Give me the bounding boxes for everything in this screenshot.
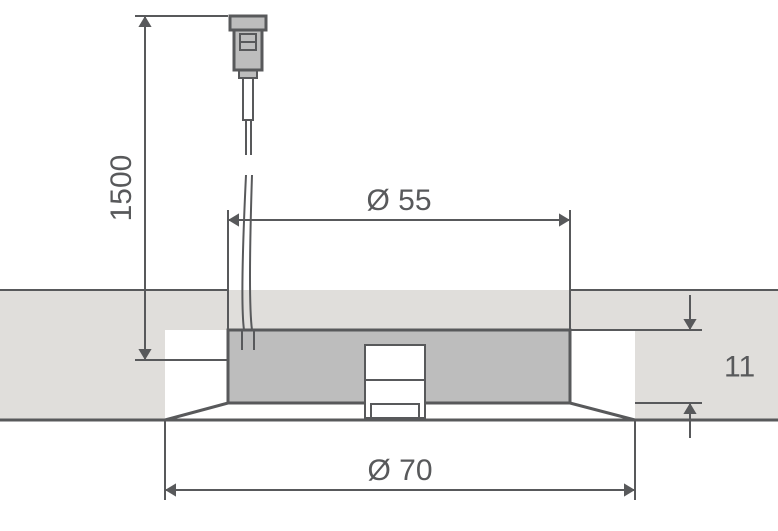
svg-text:Ø 70: Ø 70	[367, 454, 432, 487]
dim-height: 11	[724, 351, 755, 384]
svg-text:Ø 55: Ø 55	[366, 184, 431, 217]
svg-text:1500: 1500	[105, 155, 138, 222]
technical-drawing: 1500 Ø 55 Ø 70 11	[0, 0, 778, 531]
connector	[230, 16, 266, 120]
